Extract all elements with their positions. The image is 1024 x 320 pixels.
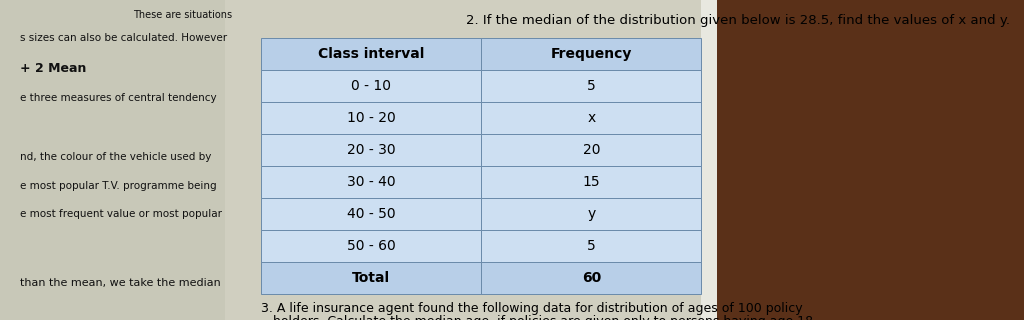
Text: 30 - 40: 30 - 40 [347, 175, 395, 189]
Bar [481, 230, 701, 262]
Bar [261, 70, 481, 102]
Text: 10 - 20: 10 - 20 [347, 111, 395, 125]
Text: 3. A life insurance agent found the following data for distribution of ages of 1: 3. A life insurance agent found the foll… [261, 302, 803, 316]
Text: s sizes can also be calculated. However: s sizes can also be calculated. However [20, 33, 227, 44]
Bar [261, 102, 481, 134]
Text: holders. Calculate the median age, if policies are given only to persons having : holders. Calculate the median age, if po… [261, 315, 813, 320]
Bar [481, 198, 701, 230]
Bar [481, 70, 701, 102]
Text: Class interval: Class interval [318, 47, 424, 61]
Text: e most frequent value or most popular: e most frequent value or most popular [20, 209, 222, 220]
Bar [481, 134, 701, 166]
Text: 5: 5 [587, 239, 596, 253]
Bar [481, 166, 701, 198]
Text: 2. If the median of the distribution given below is 28.5, find the values of x a: 2. If the median of the distribution giv… [466, 14, 1010, 28]
Text: e most popular T.V. programme being: e most popular T.V. programme being [20, 180, 217, 191]
Bar [701, 0, 717, 320]
Bar [261, 262, 481, 294]
Bar [261, 198, 481, 230]
Text: x: x [587, 111, 596, 125]
Bar [0, 0, 225, 320]
Text: + 2 Mean: + 2 Mean [20, 62, 87, 75]
Text: 40 - 50: 40 - 50 [347, 207, 395, 221]
Bar [261, 134, 481, 166]
Bar [481, 38, 701, 70]
Text: e three measures of central tendency: e three measures of central tendency [20, 92, 217, 103]
Text: y: y [587, 207, 596, 221]
Text: than the mean, we take the median: than the mean, we take the median [20, 278, 221, 288]
Text: 5: 5 [587, 79, 596, 93]
Text: 20 - 30: 20 - 30 [347, 143, 395, 157]
Bar [261, 230, 481, 262]
Bar [261, 38, 481, 70]
Text: 0 - 10: 0 - 10 [351, 79, 391, 93]
Text: 15: 15 [583, 175, 600, 189]
Text: nd, the colour of the vehicle used by: nd, the colour of the vehicle used by [20, 152, 212, 162]
Bar [712, 0, 1024, 320]
Text: 60: 60 [582, 271, 601, 285]
Bar [261, 166, 481, 198]
Text: Frequency: Frequency [551, 47, 632, 61]
Bar [481, 262, 701, 294]
Text: These are situations: These are situations [133, 10, 232, 20]
Text: 20: 20 [583, 143, 600, 157]
Bar [481, 102, 701, 134]
Text: 50 - 60: 50 - 60 [347, 239, 395, 253]
Text: Total: Total [352, 271, 390, 285]
